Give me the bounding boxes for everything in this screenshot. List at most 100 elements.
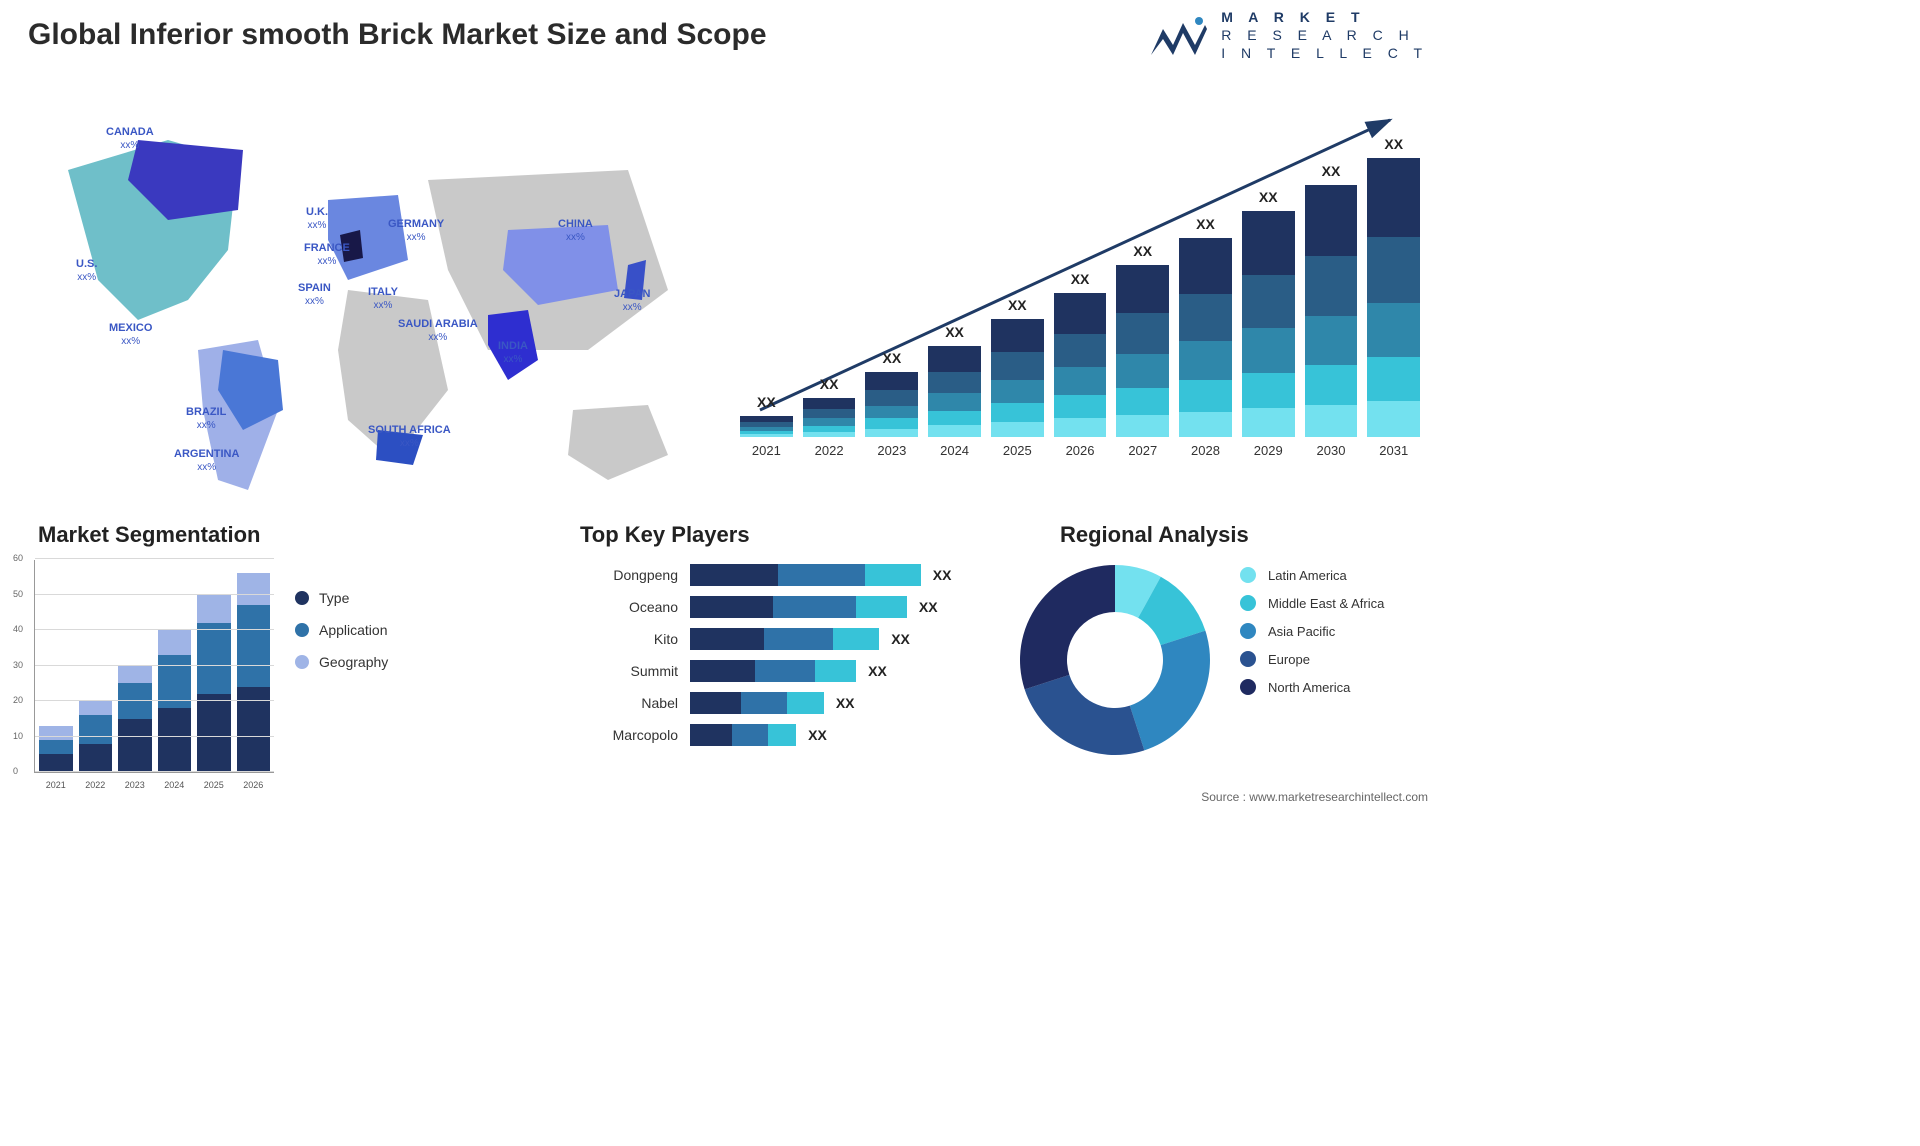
kp-bar <box>690 692 824 714</box>
growth-seg <box>1054 334 1107 368</box>
kp-seg <box>856 596 907 618</box>
growth-seg <box>865 406 918 419</box>
kp-row-marcopolo: MarcopoloXX <box>580 720 990 750</box>
regional-legend-item: Middle East & Africa <box>1240 595 1384 611</box>
regional-legend: Latin AmericaMiddle East & AfricaAsia Pa… <box>1240 567 1384 707</box>
seg-col-2026: 2026 <box>237 573 271 772</box>
growth-seg <box>1305 256 1358 315</box>
regional-legend-item: Latin America <box>1240 567 1384 583</box>
seg-seg <box>158 630 192 655</box>
seg-year-label: 2023 <box>118 780 152 790</box>
growth-seg <box>928 425 981 437</box>
kp-seg <box>865 564 920 586</box>
kp-seg <box>741 692 787 714</box>
kp-seg <box>690 596 773 618</box>
growth-year-label: 2025 <box>1003 443 1032 458</box>
regional-legend-item: North America <box>1240 679 1384 695</box>
kp-bar <box>690 596 907 618</box>
kp-label: Nabel <box>580 695 690 711</box>
seg-year-label: 2021 <box>39 780 73 790</box>
growth-seg <box>1242 211 1295 275</box>
seg-year-label: 2024 <box>158 780 192 790</box>
growth-seg <box>865 390 918 405</box>
seg-legend-item: Geography <box>295 654 388 670</box>
map-label-japan: JAPANxx% <box>614 288 650 314</box>
kp-seg <box>764 628 833 650</box>
kp-seg <box>690 724 732 746</box>
growth-col-2022: XX2022 <box>803 376 856 458</box>
kp-label: Dongpeng <box>580 567 690 583</box>
map-label-u-k-: U.K.xx% <box>306 206 328 232</box>
logo-text: M A R K E T R E S E A R C H I N T E L L … <box>1221 8 1428 63</box>
regional-title: Regional Analysis <box>1060 522 1249 548</box>
kp-value-label: XX <box>919 599 938 615</box>
segmentation-title: Market Segmentation <box>38 522 261 548</box>
growth-seg <box>803 398 856 409</box>
kp-value-label: XX <box>933 567 952 583</box>
kp-row-summit: SummitXX <box>580 656 990 686</box>
growth-seg <box>1305 405 1358 437</box>
growth-col-2025: XX 2025 <box>991 297 1044 458</box>
growth-seg <box>991 352 1044 380</box>
growth-col-2026: XX 2026 <box>1054 271 1107 458</box>
brand-logo: M A R K E T R E S E A R C H I N T E L L … <box>1149 8 1428 63</box>
growth-value-label: XX <box>1008 297 1027 313</box>
growth-year-label: 2030 <box>1317 443 1346 458</box>
seg-seg <box>39 740 73 754</box>
kp-seg <box>690 564 778 586</box>
kp-value-label: XX <box>808 727 827 743</box>
seg-gridline: 30 <box>35 665 274 666</box>
seg-seg <box>197 595 231 623</box>
kp-row-dongpeng: Dongpeng XX <box>580 560 990 590</box>
map-label-south-africa: SOUTH AFRICAxx% <box>368 424 451 450</box>
donut-slice-europe <box>1025 675 1145 755</box>
regional-donut: Latin AmericaMiddle East & AfricaAsia Pa… <box>1010 555 1430 790</box>
key-players-chart: DongpengXXOceanoXXKitoXXSummitXXNabelXXM… <box>580 560 990 795</box>
page-title: Global Inferior smooth Brick Market Size… <box>28 18 767 52</box>
seg-gridline: 50 <box>35 594 274 595</box>
kp-seg <box>755 660 815 682</box>
seg-seg <box>39 726 73 740</box>
growth-seg <box>865 429 918 437</box>
growth-value-label: XX <box>882 350 901 366</box>
growth-year-label: 2023 <box>877 443 906 458</box>
growth-seg <box>1054 293 1107 334</box>
growth-year-label: 2031 <box>1379 443 1408 458</box>
growth-seg <box>1116 265 1169 313</box>
segmentation-chart: 202120222023202420252026 0102030405060 T… <box>10 560 430 795</box>
map-label-brazil: BRAZILxx% <box>186 406 226 432</box>
map-label-china: CHINAxx% <box>558 218 593 244</box>
growth-seg <box>1116 388 1169 415</box>
seg-seg <box>197 623 231 694</box>
seg-gridline: 40 <box>35 629 274 630</box>
growth-seg <box>865 372 918 391</box>
seg-seg <box>237 605 271 687</box>
donut-slice-north-america <box>1020 565 1115 689</box>
growth-value-label: XX <box>1071 271 1090 287</box>
segmentation-legend: TypeApplicationGeography <box>295 590 388 686</box>
map-label-u-s-: U.S.xx% <box>76 258 97 284</box>
growth-seg <box>1179 341 1232 380</box>
growth-seg <box>991 380 1044 403</box>
growth-col-2031: XX2031 <box>1367 136 1420 458</box>
kp-bar <box>690 628 879 650</box>
seg-seg <box>79 744 113 772</box>
seg-seg <box>79 715 113 743</box>
growth-col-2029: XX2029 <box>1242 189 1295 458</box>
growth-seg <box>1179 294 1232 342</box>
kp-value-label: XX <box>836 695 855 711</box>
seg-legend-item: Type <box>295 590 388 606</box>
seg-col-2022: 2022 <box>79 701 113 772</box>
source-text: Source : www.marketresearchintellect.com <box>1201 790 1428 804</box>
kp-seg <box>768 724 796 746</box>
seg-col-2025: 2025 <box>197 595 231 772</box>
growth-seg <box>1367 237 1420 303</box>
logo-icon <box>1149 9 1209 61</box>
growth-year-label: 2029 <box>1254 443 1283 458</box>
growth-year-label: 2026 <box>1066 443 1095 458</box>
key-players-title: Top Key Players <box>580 522 750 548</box>
growth-seg <box>803 409 856 418</box>
map-label-mexico: MEXICOxx% <box>109 322 152 348</box>
regional-legend-item: Europe <box>1240 651 1384 667</box>
kp-label: Summit <box>580 663 690 679</box>
